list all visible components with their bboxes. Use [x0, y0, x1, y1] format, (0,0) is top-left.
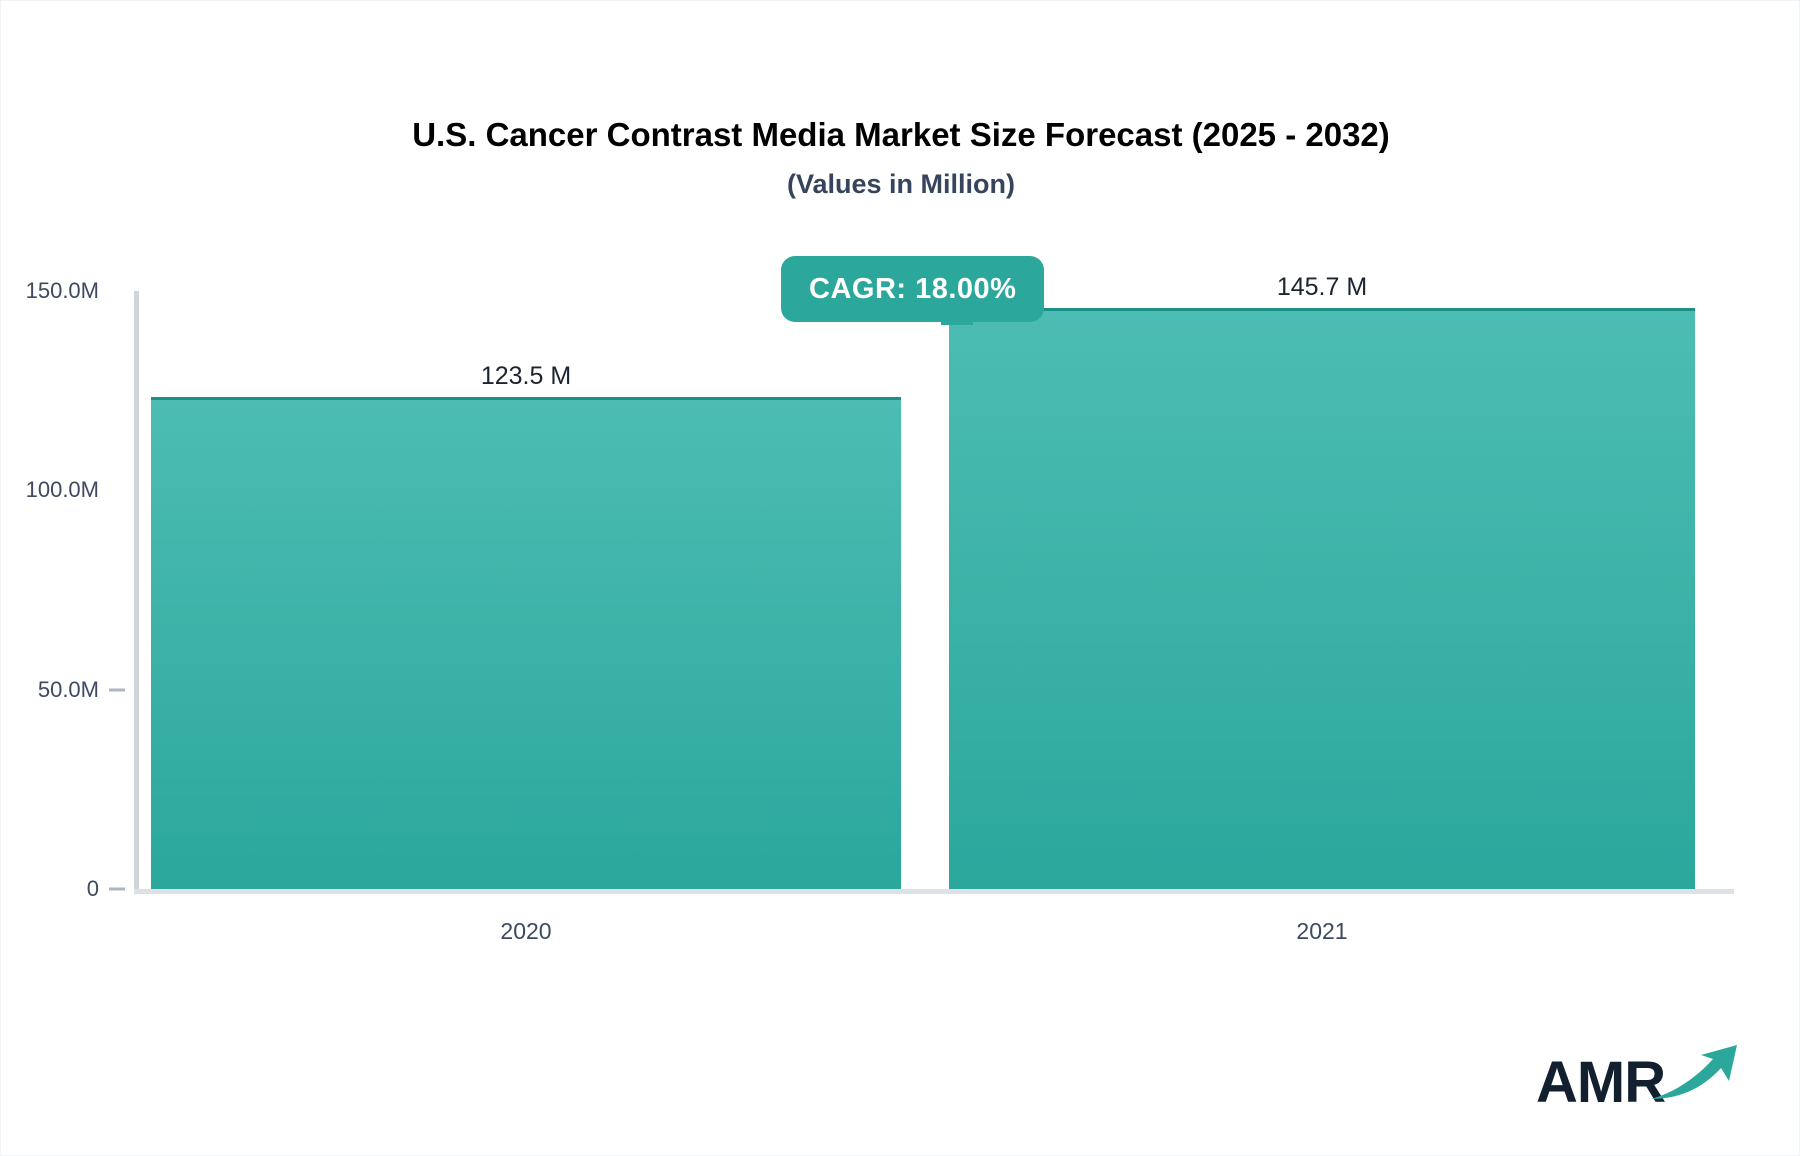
y-tick-label: 100.0M — [25, 477, 99, 502]
growth-arrow-icon — [1649, 1041, 1741, 1108]
x-tick-label-2021: 2021 — [1296, 918, 1348, 944]
bar-top-edge — [949, 308, 1695, 311]
bar-2021[interactable] — [949, 308, 1695, 889]
x-tick-label-2020: 2020 — [500, 918, 552, 944]
y-tick-mark — [109, 688, 125, 692]
y-tick-label: 0 — [86, 876, 99, 901]
x-axis-line — [134, 889, 1734, 894]
amr-logo: AMR — [1536, 1041, 1741, 1112]
y-tick-label: 50.0M — [37, 677, 99, 702]
chart-subtitle: (Values in Million) — [786, 169, 1016, 199]
bar-value-label-2020: 123.5 M — [480, 362, 572, 390]
y-tick-mark — [109, 887, 125, 891]
bar-2020[interactable] — [151, 397, 901, 889]
cagr-badge[interactable]: CAGR: 18.00% — [781, 256, 1045, 322]
logo-wordmark: AMR — [1536, 1050, 1666, 1115]
bar-top-edge — [151, 397, 901, 400]
cagr-badge-label: CAGR: 18.00% — [809, 272, 1017, 305]
y-axis-line — [134, 291, 139, 891]
bar-value-label-2021: 145.7 M — [1276, 273, 1368, 301]
y-tick-label: 150.0M — [25, 278, 99, 303]
page-title: U.S. Cancer Contrast Media Market Size F… — [412, 116, 1390, 153]
